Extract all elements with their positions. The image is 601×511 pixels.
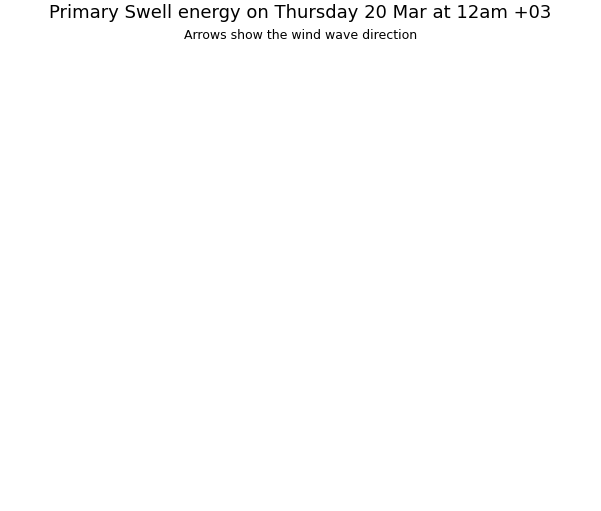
Text: Primary Swell energy on Thursday 20 Mar at 12am +03: Primary Swell energy on Thursday 20 Mar … — [49, 5, 552, 22]
Text: cartopy required: cartopy required — [211, 268, 373, 288]
Text: Arrows show the wind wave direction: Arrows show the wind wave direction — [184, 29, 417, 41]
